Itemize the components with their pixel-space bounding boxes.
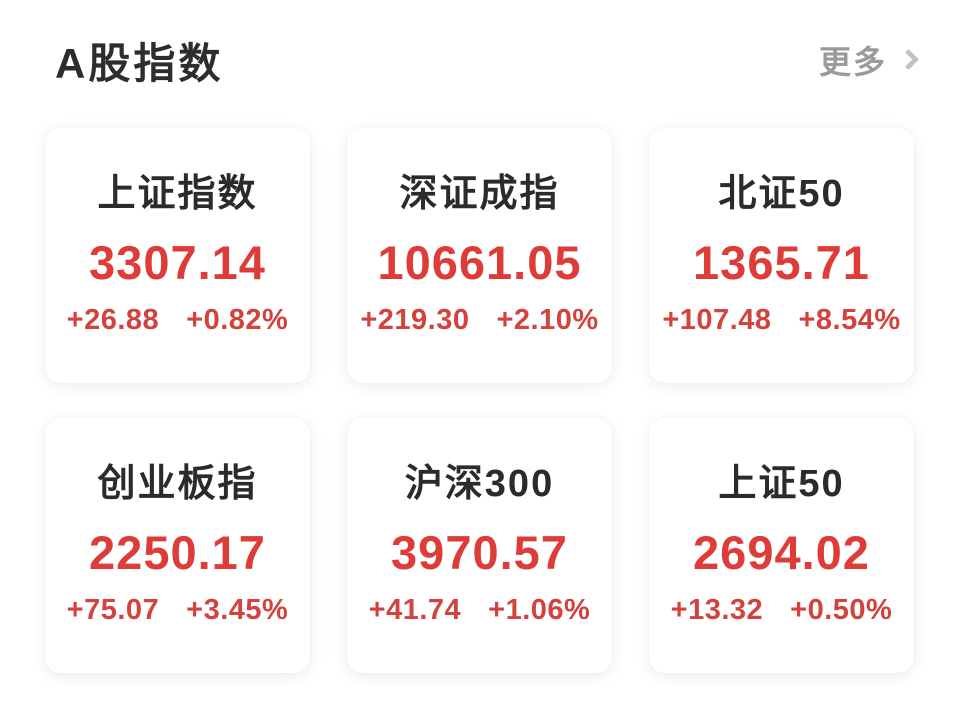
index-change-amount: +13.32 — [670, 594, 764, 627]
index-name: 创业板指 — [97, 462, 258, 505]
index-change-row: +107.48 +8.54% — [662, 304, 900, 337]
index-change-amount: +26.88 — [66, 304, 160, 337]
page-title: A股指数 — [55, 39, 224, 87]
more-link[interactable]: 更多 — [818, 37, 920, 83]
index-name: 上证指数 — [97, 172, 258, 215]
index-value: 10661.05 — [377, 235, 582, 289]
more-link-label: 更多 — [818, 44, 887, 80]
index-change-row: +26.88 +0.82% — [67, 304, 289, 337]
index-name: 上证50 — [718, 462, 845, 505]
index-change-percent: +2.10% — [496, 304, 599, 337]
index-card-grid: 上证指数 3307.14 +26.88 +0.82% 深证成指 10661.05… — [0, 128, 960, 673]
index-change-row: +219.30 +2.10% — [360, 304, 598, 337]
index-value: 2694.02 — [693, 525, 870, 579]
chevron-right-icon — [897, 48, 920, 70]
panel-header: A股指数 更多 — [0, 0, 960, 96]
index-value: 2250.17 — [89, 525, 266, 579]
index-change-row: +41.74 +1.06% — [369, 594, 591, 627]
index-card-shangzheng[interactable]: 上证指数 3307.14 +26.88 +0.82% — [45, 128, 310, 383]
index-change-percent: +8.54% — [798, 304, 901, 337]
index-change-percent: +0.50% — [790, 594, 893, 627]
index-value: 1365.71 — [693, 235, 870, 289]
index-change-amount: +219.30 — [360, 304, 470, 337]
index-change-amount: +107.48 — [662, 304, 772, 337]
index-change-amount: +41.74 — [368, 594, 462, 627]
index-name: 北证50 — [718, 172, 845, 215]
index-change-percent: +3.45% — [186, 594, 289, 627]
index-change-amount: +75.07 — [66, 594, 160, 627]
index-card-shenzheng[interactable]: 深证成指 10661.05 +219.30 +2.10% — [347, 128, 612, 383]
index-value: 3307.14 — [89, 235, 266, 289]
index-change-row: +13.32 +0.50% — [671, 594, 893, 627]
index-card-hushen300[interactable]: 沪深300 3970.57 +41.74 +1.06% — [347, 418, 612, 673]
index-change-percent: +1.06% — [488, 594, 591, 627]
index-name: 沪深300 — [404, 462, 555, 505]
index-name: 深证成指 — [399, 172, 560, 215]
index-card-shangzheng50[interactable]: 上证50 2694.02 +13.32 +0.50% — [649, 418, 914, 673]
index-card-beizheng50[interactable]: 北证50 1365.71 +107.48 +8.54% — [649, 128, 914, 383]
index-value: 3970.57 — [391, 525, 568, 579]
index-change-row: +75.07 +3.45% — [67, 594, 289, 627]
index-change-percent: +0.82% — [186, 304, 289, 337]
index-card-chuangyeban[interactable]: 创业板指 2250.17 +75.07 +3.45% — [45, 418, 310, 673]
